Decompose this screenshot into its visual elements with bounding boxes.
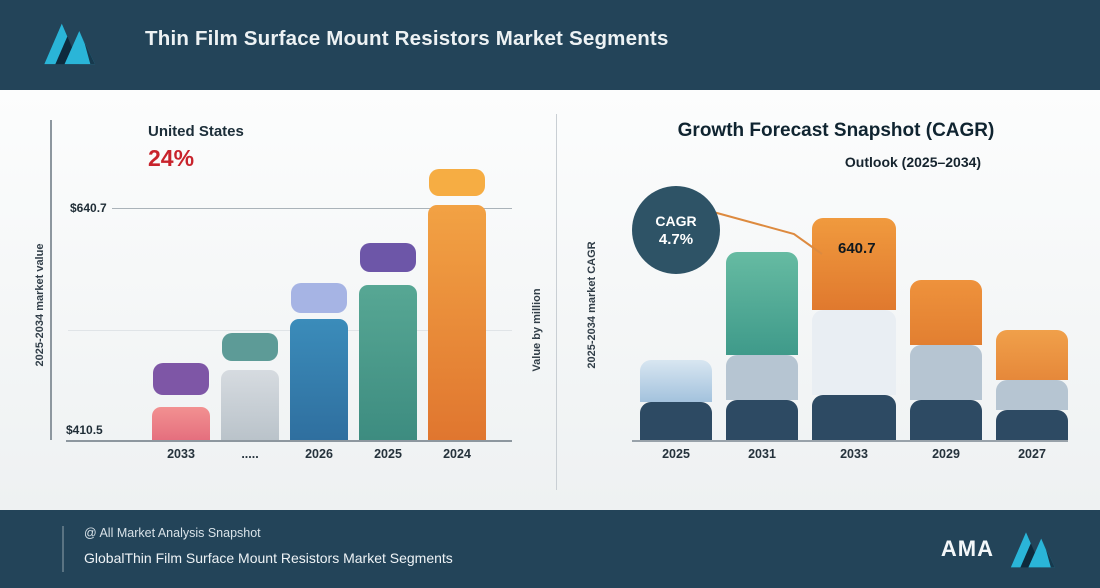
bar-segment-middle — [812, 310, 896, 395]
bar — [290, 319, 348, 440]
bar-segment-middle — [640, 360, 712, 402]
stacked-bar-column — [726, 252, 798, 440]
bar-segment-top — [996, 330, 1068, 380]
bar-segment-middle — [996, 380, 1068, 410]
bar — [152, 407, 210, 440]
footer-note: @ All Market Analysis Snapshot — [84, 526, 261, 540]
us-chart-columns — [152, 160, 486, 440]
bar-segment-top — [726, 252, 798, 355]
bar-segment-base — [996, 410, 1068, 440]
forecast-title: Growth Forecast Snapshot (CAGR) — [677, 120, 995, 141]
y-axis-line — [50, 120, 52, 440]
x-axis-label: 2024 — [443, 447, 471, 461]
bar-column — [359, 160, 417, 440]
footer-title: GlobalThin Film Surface Mount Resistors … — [84, 550, 453, 566]
bar-segment-base — [726, 400, 798, 440]
page-title: Thin Film Surface Mount Resistors Market… — [145, 27, 669, 50]
bar-cap — [153, 363, 209, 395]
x-axis-line — [632, 440, 1068, 442]
x-axis-label: 2033 — [167, 447, 195, 461]
cagr-chart-columns — [640, 218, 1068, 440]
bar-column — [152, 160, 210, 440]
bar-segment-base — [640, 402, 712, 440]
bar-segment-base — [812, 395, 896, 440]
x-axis-label: ..... — [241, 447, 259, 461]
growth-percent-label: 24% — [148, 145, 195, 171]
y-tick-bottom: $410.5 — [66, 423, 103, 437]
stacked-bar-column — [910, 280, 982, 440]
brand-logo-icon — [1010, 532, 1055, 568]
footer-accent-line — [62, 526, 64, 572]
header-bar: Thin Film Surface Mount Resistors Market… — [0, 0, 1100, 90]
x-axis-line — [66, 440, 512, 442]
x-axis-label: 2026 — [305, 447, 333, 461]
y-axis-label: 2025-2034 market value — [34, 243, 46, 367]
bar-cap — [360, 243, 416, 272]
bar-segment-top — [812, 218, 896, 310]
bar-column — [428, 160, 486, 440]
bar — [428, 205, 486, 440]
footer-bar: @ All Market Analysis Snapshot GlobalThi… — [0, 510, 1100, 588]
bar-segment-base — [910, 400, 982, 440]
cagr-panel: Growth Forecast Snapshot (CAGR) Outlook … — [556, 90, 1100, 510]
forecast-subtitle: Outlook (2025–2034) — [844, 154, 982, 170]
stacked-bar-column — [640, 360, 712, 440]
value-annotation: 640.7 — [838, 240, 876, 257]
bar-segment-middle — [726, 355, 798, 400]
footer-brand: AMA — [941, 529, 1060, 569]
x-axis-label: 2027 — [1018, 447, 1046, 461]
cagr-badge-value: 4.7% — [658, 230, 694, 248]
bar-cap — [291, 283, 347, 313]
bar-segment-top — [910, 280, 982, 345]
x-axis-label: 2025 — [374, 447, 402, 461]
stacked-bar-column — [996, 330, 1068, 440]
bar-column — [290, 160, 348, 440]
bar-column — [221, 160, 279, 440]
bar-cap — [222, 333, 278, 361]
brand-logo-icon — [44, 23, 95, 65]
x-axis-label: 2025 — [662, 447, 690, 461]
x-axis-label: 2033 — [840, 447, 868, 461]
us-chart-xlabels: 2033..... 2026 2025 2024 — [152, 447, 486, 461]
cagr-chart-xlabels: 2025 2031 2033 2029 2027 — [640, 447, 1068, 461]
y-tick-top: $640.7 — [70, 201, 107, 215]
panel-divider — [556, 114, 557, 490]
main-content: 2025-2034 market value United States 24%… — [0, 90, 1100, 510]
cagr-badge-label: CAGR — [655, 212, 697, 229]
y-axis-label: 2025-2034 market CAGR — [586, 241, 598, 369]
bar — [221, 370, 279, 440]
stacked-bar-column — [812, 218, 896, 440]
us-market-panel: 2025-2034 market value United States 24%… — [0, 90, 556, 510]
secondary-axis-label: Value by million — [531, 288, 543, 372]
bar-cap — [429, 169, 485, 196]
x-axis-label: 2029 — [932, 447, 960, 461]
gridline-top — [112, 208, 512, 209]
bar — [359, 285, 417, 440]
country-label: United States — [148, 123, 244, 140]
x-axis-label: 2031 — [748, 447, 776, 461]
bar-segment-middle — [910, 345, 982, 400]
cagr-badge: CAGR 4.7% — [632, 186, 720, 274]
brand-name: AMA — [940, 536, 994, 561]
